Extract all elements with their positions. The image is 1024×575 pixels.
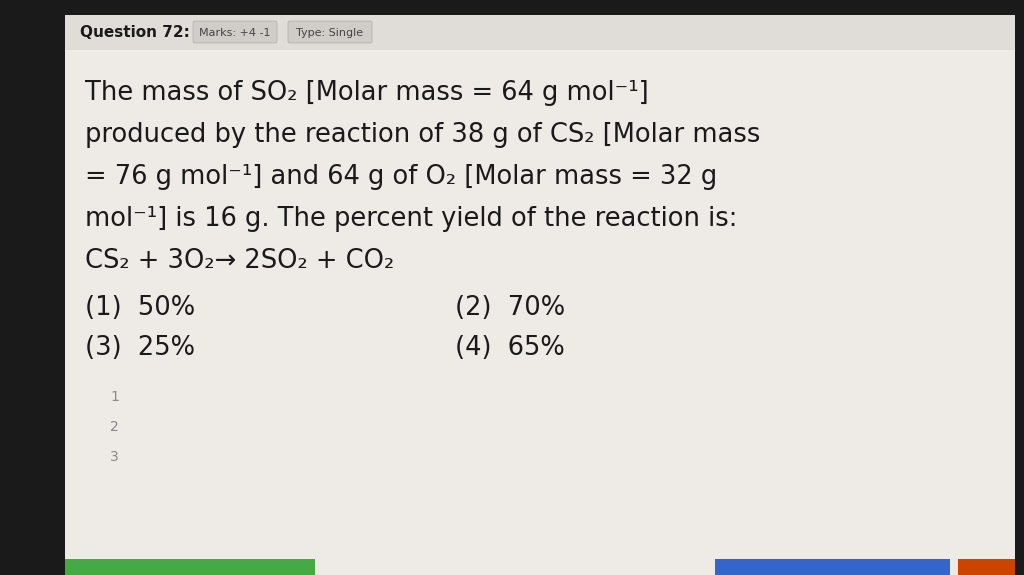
Text: CS₂ + 3O₂→ 2SO₂ + CO₂: CS₂ + 3O₂→ 2SO₂ + CO₂: [85, 248, 394, 274]
FancyBboxPatch shape: [193, 21, 278, 43]
Text: The mass of SO₂ [Molar mass = 64 g mol⁻¹]: The mass of SO₂ [Molar mass = 64 g mol⁻¹…: [85, 80, 649, 106]
Text: Type: Single: Type: Single: [296, 28, 364, 37]
Text: Question 72:: Question 72:: [80, 25, 189, 40]
Text: = 76 g mol⁻¹] and 64 g of O₂ [Molar mass = 32 g: = 76 g mol⁻¹] and 64 g of O₂ [Molar mass…: [85, 164, 717, 190]
FancyBboxPatch shape: [288, 21, 372, 43]
Text: produced by the reaction of 38 g of CS₂ [Molar mass: produced by the reaction of 38 g of CS₂ …: [85, 122, 761, 148]
Text: (4)  65%: (4) 65%: [455, 335, 565, 361]
Bar: [65, 15, 1015, 50]
Bar: [715, 559, 950, 575]
Text: 1: 1: [110, 390, 119, 404]
Text: 3: 3: [110, 450, 119, 464]
Bar: [958, 559, 1015, 575]
Text: 2: 2: [110, 420, 119, 434]
Bar: [65, 559, 315, 575]
Text: mol⁻¹] is 16 g. The percent yield of the reaction is:: mol⁻¹] is 16 g. The percent yield of the…: [85, 206, 737, 232]
Text: Marks: +4 -1: Marks: +4 -1: [200, 28, 270, 37]
Text: (3)  25%: (3) 25%: [85, 335, 195, 361]
Text: (2)  70%: (2) 70%: [455, 295, 565, 321]
Text: (1)  50%: (1) 50%: [85, 295, 196, 321]
